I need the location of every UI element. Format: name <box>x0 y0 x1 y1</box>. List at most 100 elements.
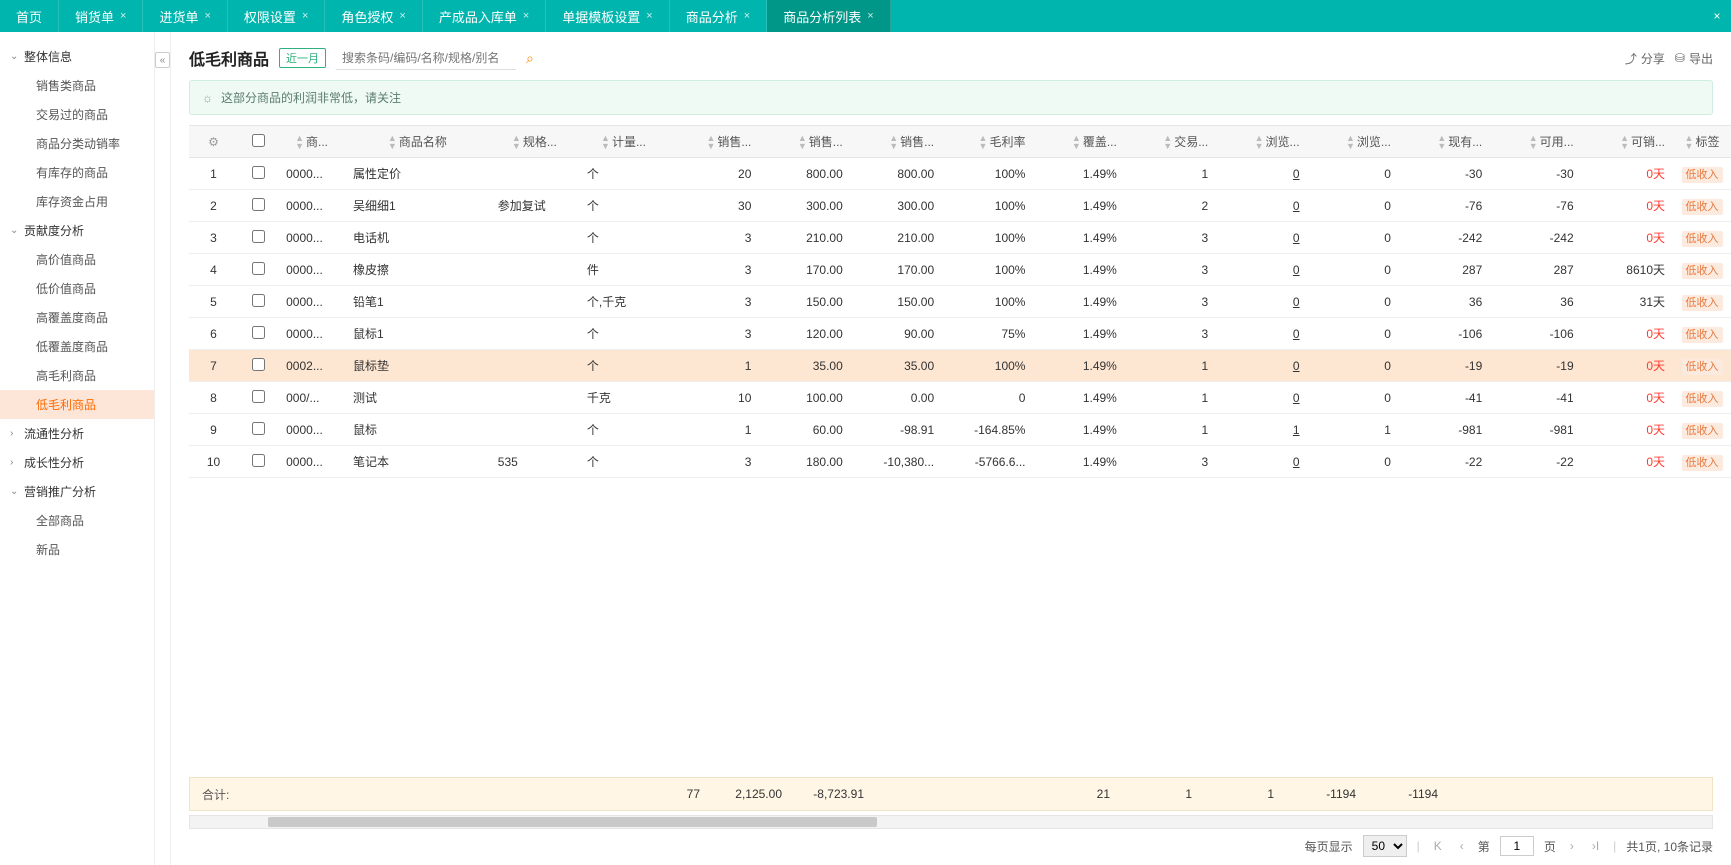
sidebar-item-全部商品[interactable]: 全部商品 <box>0 506 154 535</box>
column-header[interactable]: ▲▼可用... <box>1490 126 1581 158</box>
export-button[interactable]: ⛁导出 <box>1675 50 1713 67</box>
tab-商品分析列表[interactable]: 商品分析列表× <box>767 0 890 32</box>
first-page-button[interactable]: K <box>1430 839 1446 853</box>
sidebar-item-交易过的商品[interactable]: 交易过的商品 <box>0 100 154 129</box>
column-header[interactable]: ▲▼商品名称 <box>345 126 490 158</box>
sort-icon[interactable]: ▲▼ <box>1685 134 1694 150</box>
sort-icon[interactable]: ▲▼ <box>1529 134 1538 150</box>
row-checkbox[interactable] <box>252 294 265 307</box>
period-badge[interactable]: 近一月 <box>279 48 326 68</box>
column-header[interactable]: ▲▼毛利率 <box>942 126 1033 158</box>
next-page-button[interactable]: › <box>1566 839 1578 853</box>
row-select[interactable] <box>238 350 278 382</box>
column-header[interactable]: ▲▼可销... <box>1582 126 1673 158</box>
tab-close-icon[interactable]: × <box>523 10 529 22</box>
sidebar-item-高价值商品[interactable]: 高价值商品 <box>0 245 154 274</box>
tab-产成品入库单[interactable]: 产成品入库单× <box>423 0 546 32</box>
tab-close-icon[interactable]: × <box>399 10 405 22</box>
sort-icon[interactable]: ▲▼ <box>889 134 898 150</box>
row-checkbox[interactable] <box>252 198 265 211</box>
cell-view1[interactable]: 1 <box>1216 414 1307 446</box>
sort-icon[interactable]: ▲▼ <box>706 134 715 150</box>
sidebar-item-高覆盖度商品[interactable]: 高覆盖度商品 <box>0 303 154 332</box>
tab-单据模板设置[interactable]: 单据模板设置× <box>546 0 669 32</box>
row-select[interactable] <box>238 318 278 350</box>
row-select[interactable] <box>238 190 278 222</box>
cell-view1[interactable]: 0 <box>1216 382 1307 414</box>
cell-view1[interactable]: 0 <box>1216 446 1307 478</box>
sidebar-group-贡献度分析[interactable]: ⌄贡献度分析 <box>0 216 154 245</box>
table-row[interactable]: 10000...属性定价个20800.00800.00100%1.49%100-… <box>189 158 1731 190</box>
sidebar-item-高毛利商品[interactable]: 高毛利商品 <box>0 361 154 390</box>
search-input[interactable] <box>336 47 516 70</box>
table-row[interactable]: 60000...鼠标1个3120.0090.0075%1.49%300-106-… <box>189 318 1731 350</box>
tab-权限设置[interactable]: 权限设置× <box>228 0 325 32</box>
table-row[interactable]: 30000...电话机个3210.00210.00100%1.49%300-24… <box>189 222 1731 254</box>
row-checkbox[interactable] <box>252 230 265 243</box>
tab-进货单[interactable]: 进货单× <box>143 0 227 32</box>
sort-icon[interactable]: ▲▼ <box>388 134 397 150</box>
sidebar-group-营销推广分析[interactable]: ⌄营销推广分析 <box>0 477 154 506</box>
tab-角色授权[interactable]: 角色授权× <box>325 0 422 32</box>
table-row[interactable]: 20000...吴细细1参加复试个30300.00300.00100%1.49%… <box>189 190 1731 222</box>
column-header[interactable]: ▲▼交易... <box>1125 126 1216 158</box>
column-select-all[interactable] <box>238 126 278 158</box>
per-page-select[interactable]: 50 <box>1363 835 1407 857</box>
sidebar-group-流通性分析[interactable]: ›流通性分析 <box>0 419 154 448</box>
share-button[interactable]: ⤴分享 <box>1625 50 1665 67</box>
tab-close-icon[interactable]: × <box>204 10 210 22</box>
scrollbar-thumb[interactable] <box>268 817 877 827</box>
cell-view1[interactable]: 0 <box>1216 190 1307 222</box>
column-header[interactable]: ▲▼现有... <box>1399 126 1490 158</box>
sort-icon[interactable]: ▲▼ <box>295 134 304 150</box>
column-header[interactable]: ▲▼覆盖... <box>1033 126 1124 158</box>
tab-close-icon[interactable]: × <box>867 10 873 22</box>
column-header[interactable]: ▲▼销售... <box>668 126 759 158</box>
sort-icon[interactable]: ▲▼ <box>1072 134 1081 150</box>
sort-icon[interactable]: ▲▼ <box>979 134 988 150</box>
select-all-checkbox[interactable] <box>252 134 265 147</box>
sort-icon[interactable]: ▲▼ <box>1346 134 1355 150</box>
sort-icon[interactable]: ▲▼ <box>1620 134 1629 150</box>
search-icon[interactable]: ⌕ <box>526 50 534 67</box>
tab-销货单[interactable]: 销货单× <box>59 0 143 32</box>
table-row[interactable]: 70002...鼠标垫个135.0035.00100%1.49%100-19-1… <box>189 350 1731 382</box>
row-select[interactable] <box>238 254 278 286</box>
sidebar-item-低价值商品[interactable]: 低价值商品 <box>0 274 154 303</box>
row-select[interactable] <box>238 382 278 414</box>
column-header[interactable]: ▲▼计量... <box>579 126 668 158</box>
sidebar-item-新品[interactable]: 新品 <box>0 535 154 564</box>
prev-page-button[interactable]: ‹ <box>1456 839 1468 853</box>
cell-view1[interactable]: 0 <box>1216 254 1307 286</box>
sort-icon[interactable]: ▲▼ <box>798 134 807 150</box>
last-page-button[interactable]: ›I <box>1588 839 1603 853</box>
row-select[interactable] <box>238 222 278 254</box>
sidebar-item-销售类商品[interactable]: 销售类商品 <box>0 71 154 100</box>
row-checkbox[interactable] <box>252 262 265 275</box>
sidebar-group-整体信息[interactable]: ⌄整体信息 <box>0 42 154 71</box>
sort-icon[interactable]: ▲▼ <box>1163 134 1172 150</box>
sidebar-item-库存资金占用[interactable]: 库存资金占用 <box>0 187 154 216</box>
row-checkbox[interactable] <box>252 390 265 403</box>
table-row[interactable]: 100000...笔记本535个3180.00-10,380...-5766.6… <box>189 446 1731 478</box>
table-row[interactable]: 8000/...测试千克10100.000.0001.49%100-41-410… <box>189 382 1731 414</box>
sort-icon[interactable]: ▲▼ <box>512 134 521 150</box>
row-checkbox[interactable] <box>252 166 265 179</box>
tab-close-icon[interactable]: × <box>120 10 126 22</box>
sidebar-item-低覆盖度商品[interactable]: 低覆盖度商品 <box>0 332 154 361</box>
tab-close-icon[interactable]: × <box>646 10 652 22</box>
row-checkbox[interactable] <box>252 358 265 371</box>
table-row[interactable]: 90000...鼠标个160.00-98.91-164.85%1.49%111-… <box>189 414 1731 446</box>
table-row[interactable]: 40000...橡皮擦件3170.00170.00100%1.49%300287… <box>189 254 1731 286</box>
sidebar-group-成长性分析[interactable]: ›成长性分析 <box>0 448 154 477</box>
column-header[interactable]: ▲▼销售... <box>759 126 850 158</box>
column-settings[interactable]: ⚙ <box>189 126 238 158</box>
cell-view1[interactable]: 0 <box>1216 350 1307 382</box>
cell-view1[interactable]: 0 <box>1216 158 1307 190</box>
column-header[interactable]: ▲▼销售... <box>851 126 942 158</box>
sidebar-item-有库存的商品[interactable]: 有库存的商品 <box>0 158 154 187</box>
sort-icon[interactable]: ▲▼ <box>601 134 610 150</box>
row-select[interactable] <box>238 446 278 478</box>
tab-close-icon[interactable]: × <box>744 10 750 22</box>
cell-view1[interactable]: 0 <box>1216 318 1307 350</box>
